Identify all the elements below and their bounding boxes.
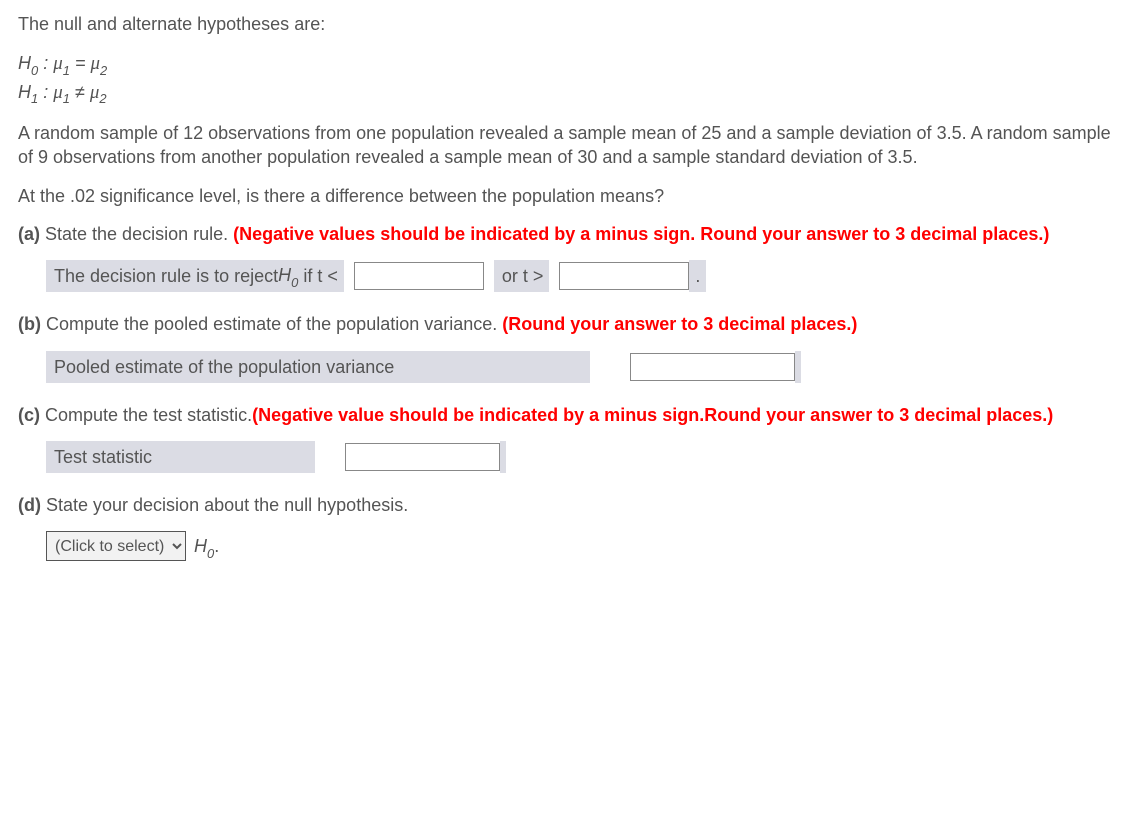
t-lower-input[interactable] bbox=[354, 262, 484, 290]
part-a-hint: (Negative values should be indicated by … bbox=[233, 224, 1049, 244]
part-d-answer-row: (Click to select) H0 . bbox=[46, 531, 1128, 561]
part-c-text: Compute the test statistic. bbox=[40, 405, 252, 425]
question-text: At the .02 significance level, is there … bbox=[18, 184, 1128, 208]
decision-select[interactable]: (Click to select) bbox=[46, 531, 186, 561]
part-b: (b) Compute the pooled estimate of the p… bbox=[18, 312, 1128, 336]
decision-rule-prefix: The decision rule is to reject H0 if t < bbox=[46, 260, 344, 292]
part-b-answer-row: Pooled estimate of the population varian… bbox=[46, 351, 1128, 383]
part-d: (d) State your decision about the null h… bbox=[18, 493, 1128, 517]
scenario-text: A random sample of 12 observations from … bbox=[18, 121, 1128, 170]
decision-rule-end: . bbox=[689, 260, 706, 292]
t-upper-input[interactable] bbox=[559, 262, 689, 290]
decision-rule-or: or t > bbox=[494, 260, 550, 292]
part-a-label: (a) bbox=[18, 224, 40, 244]
part-c-answer-row: Test statistic bbox=[46, 441, 1128, 473]
h0-line: H0 : μ1 = μ2 bbox=[18, 53, 107, 73]
part-d-suffix: . bbox=[214, 534, 219, 558]
test-statistic-label: Test statistic bbox=[46, 441, 315, 473]
part-c-label: (c) bbox=[18, 405, 40, 425]
pooled-variance-label: Pooled estimate of the population varian… bbox=[46, 351, 590, 383]
part-b-text: Compute the pooled estimate of the popul… bbox=[41, 314, 502, 334]
h1-line: H1 : μ1 ≠ μ2 bbox=[18, 82, 107, 102]
part-a-text: State the decision rule. bbox=[40, 224, 233, 244]
intro-text: The null and alternate hypotheses are: bbox=[18, 12, 1128, 36]
h0-symbol: H0 bbox=[194, 534, 214, 558]
part-d-text: State your decision about the null hypot… bbox=[41, 495, 408, 515]
part-b-hint: (Round your answer to 3 decimal places.) bbox=[502, 314, 857, 334]
test-statistic-trailing bbox=[500, 441, 506, 473]
part-c: (c) Compute the test statistic.(Negative… bbox=[18, 403, 1128, 427]
pooled-variance-trailing bbox=[795, 351, 801, 383]
part-b-label: (b) bbox=[18, 314, 41, 334]
test-statistic-input[interactable] bbox=[345, 443, 500, 471]
hypotheses-block: H0 : μ1 = μ2 H1 : μ1 ≠ μ2 bbox=[18, 50, 1128, 107]
part-a: (a) State the decision rule. (Negative v… bbox=[18, 222, 1128, 246]
part-a-answer-row: The decision rule is to reject H0 if t <… bbox=[46, 260, 1128, 292]
pooled-variance-input[interactable] bbox=[630, 353, 795, 381]
part-d-label: (d) bbox=[18, 495, 41, 515]
part-c-hint: (Negative value should be indicated by a… bbox=[252, 405, 1053, 425]
